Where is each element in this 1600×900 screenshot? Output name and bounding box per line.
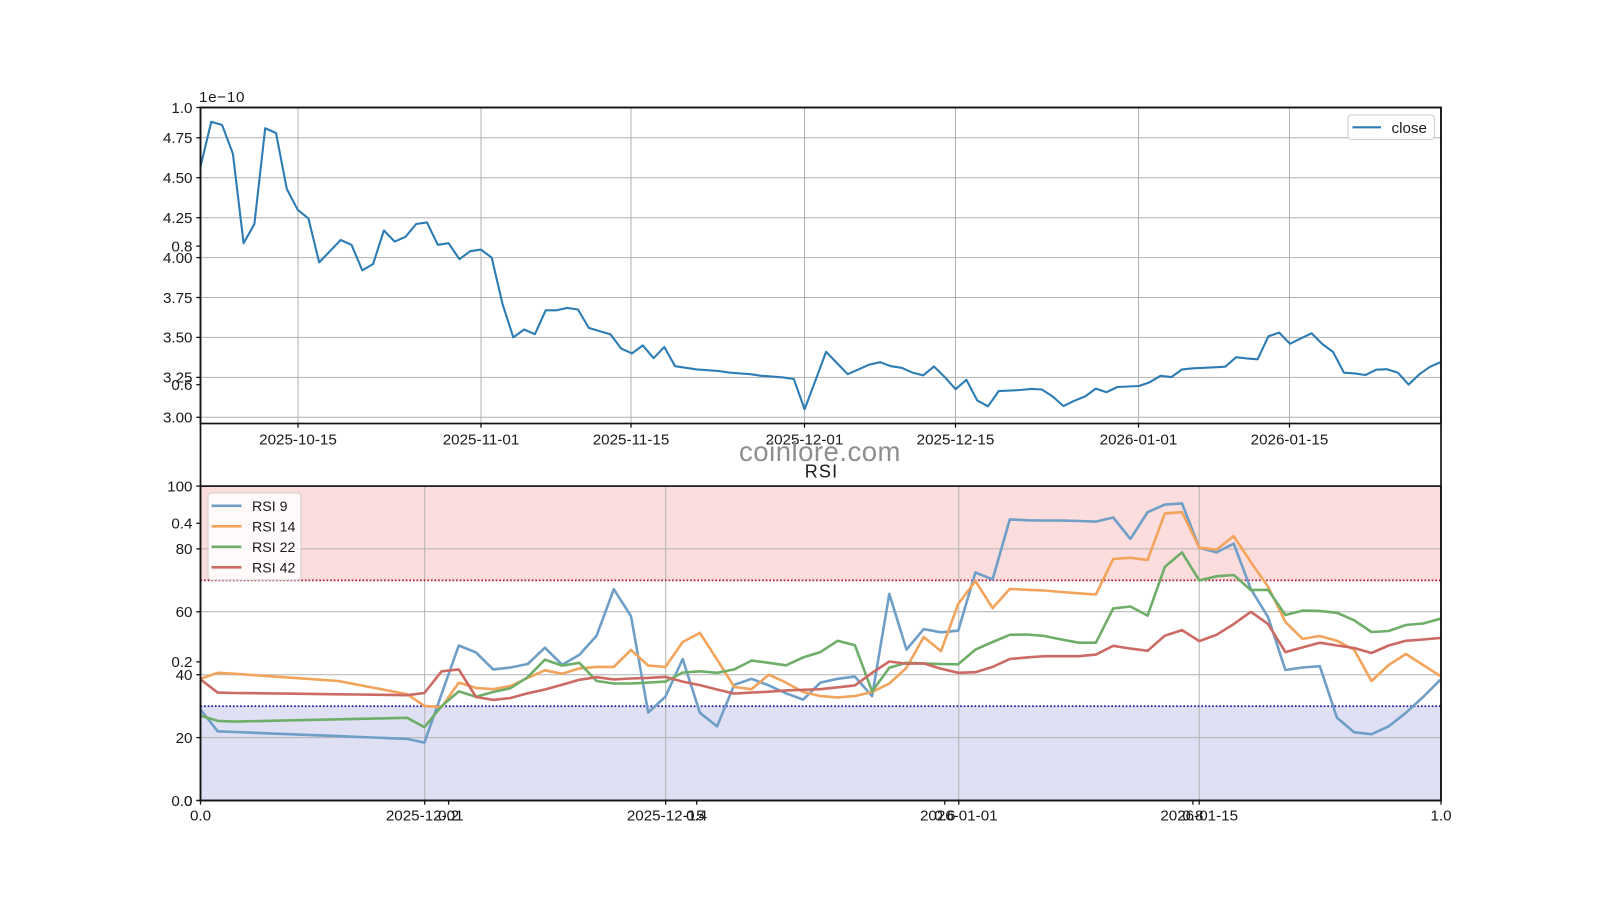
svg-text:0.4: 0.4	[686, 808, 707, 825]
svg-text:3.50: 3.50	[163, 330, 193, 347]
svg-text:RSI: RSI	[805, 462, 839, 482]
svg-text:1e−10: 1e−10	[199, 89, 245, 106]
svg-text:0.2: 0.2	[438, 808, 459, 825]
svg-text:4.75: 4.75	[163, 130, 193, 147]
svg-text:RSI 14: RSI 14	[252, 519, 295, 535]
svg-text:3.75: 3.75	[163, 290, 193, 307]
svg-text:2025-10-15: 2025-10-15	[259, 432, 337, 449]
svg-text:0.4: 0.4	[171, 516, 192, 533]
svg-text:80: 80	[176, 541, 193, 558]
svg-text:close: close	[1392, 120, 1427, 137]
svg-text:2025-12-01: 2025-12-01	[766, 432, 844, 449]
svg-text:2025-12-15: 2025-12-15	[917, 432, 995, 449]
svg-text:2025-11-15: 2025-11-15	[593, 432, 670, 449]
svg-text:0.0: 0.0	[171, 793, 192, 810]
svg-text:RSI 9: RSI 9	[252, 499, 288, 515]
svg-text:2026-01-01: 2026-01-01	[1100, 432, 1178, 449]
svg-text:4.50: 4.50	[163, 170, 193, 187]
svg-text:0.2: 0.2	[171, 654, 192, 671]
svg-text:0.6: 0.6	[934, 808, 955, 825]
svg-text:2026-01-15: 2026-01-15	[1251, 432, 1329, 449]
svg-text:0.8: 0.8	[1182, 808, 1203, 825]
svg-text:3.25: 3.25	[163, 370, 193, 387]
svg-text:0.8: 0.8	[171, 238, 192, 255]
svg-text:2026-01-15: 2026-01-15	[1160, 808, 1238, 825]
svg-text:0.6: 0.6	[171, 377, 192, 394]
svg-text:0.0: 0.0	[190, 808, 211, 825]
svg-text:coinlore.com: coinlore.com	[739, 436, 901, 467]
svg-text:4.25: 4.25	[163, 210, 193, 227]
svg-text:RSI 22: RSI 22	[252, 540, 295, 556]
svg-text:40: 40	[176, 667, 193, 684]
svg-text:2025-11-01: 2025-11-01	[443, 432, 520, 449]
svg-text:1.0: 1.0	[1430, 808, 1451, 825]
svg-text:RSI 42: RSI 42	[252, 560, 295, 576]
svg-text:2025-12-15: 2025-12-15	[627, 808, 705, 825]
svg-text:100: 100	[167, 478, 192, 495]
svg-text:2025-12-01: 2025-12-01	[386, 808, 464, 825]
svg-text:4.00: 4.00	[163, 250, 193, 267]
svg-text:0: 0	[184, 793, 192, 810]
svg-text:60: 60	[176, 604, 193, 621]
svg-text:1.0: 1.0	[171, 100, 192, 117]
svg-text:3.00: 3.00	[163, 410, 193, 427]
svg-text:2026-01-01: 2026-01-01	[920, 808, 998, 825]
svg-text:20: 20	[176, 730, 193, 747]
